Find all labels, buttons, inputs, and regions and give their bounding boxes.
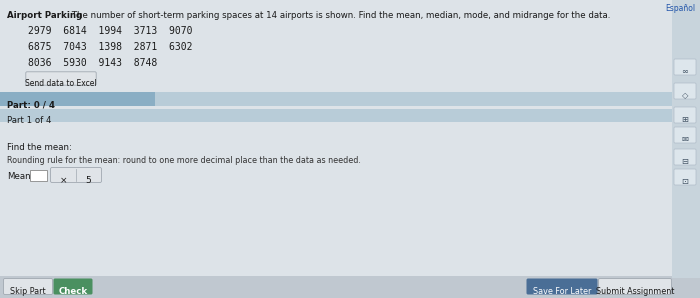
Text: ⊞: ⊞ [682, 115, 689, 124]
Text: Mean:: Mean: [7, 172, 34, 181]
FancyBboxPatch shape [26, 72, 96, 85]
Text: ⊡: ⊡ [682, 177, 689, 186]
Text: ∞: ∞ [682, 67, 689, 76]
Bar [0, 123, 672, 278]
Text: Send data to Excel: Send data to Excel [25, 79, 97, 88]
Text: 6875  7043  1398  2871  6302: 6875 7043 1398 2871 6302 [28, 42, 192, 52]
FancyBboxPatch shape [53, 279, 92, 294]
Text: ×: × [60, 176, 68, 185]
FancyBboxPatch shape [674, 107, 696, 123]
Bar [0, 276, 700, 298]
Text: Save For Later: Save For Later [533, 287, 592, 296]
FancyBboxPatch shape [29, 170, 46, 181]
Text: 8036  5930  9143  8748: 8036 5930 9143 8748 [28, 58, 158, 68]
Bar [0, 109, 672, 122]
Bar [0, 92, 672, 106]
FancyBboxPatch shape [50, 167, 102, 182]
Text: Airport Parking: Airport Parking [7, 11, 82, 20]
FancyBboxPatch shape [674, 83, 696, 99]
Text: Submit Assignment: Submit Assignment [596, 287, 674, 296]
FancyBboxPatch shape [526, 279, 598, 294]
Text: ✉: ✉ [682, 135, 689, 144]
FancyBboxPatch shape [674, 149, 696, 165]
Bar [672, 0, 700, 278]
Text: Part 1 of 4: Part 1 of 4 [7, 116, 52, 125]
Text: Part: 0 / 4: Part: 0 / 4 [7, 100, 55, 109]
Text: ◇: ◇ [682, 91, 688, 100]
Text: Skip Part: Skip Part [10, 287, 46, 296]
FancyBboxPatch shape [674, 169, 696, 185]
Text: Check: Check [58, 287, 88, 296]
Text: The number of short-term parking spaces at 14 airports is shown. Find the mean, : The number of short-term parking spaces … [69, 11, 610, 20]
FancyBboxPatch shape [598, 279, 671, 294]
Text: Español: Español [665, 4, 695, 13]
Text: 2979  6814  1994  3713  9070: 2979 6814 1994 3713 9070 [28, 26, 192, 36]
Text: 5: 5 [85, 176, 91, 185]
Text: ⊟: ⊟ [682, 157, 689, 166]
Text: Find the mean:: Find the mean: [7, 143, 72, 152]
FancyBboxPatch shape [4, 279, 52, 294]
Bar [0, 92, 155, 106]
Text: Rounding rule for the mean: round to one more decimal place than the data as nee: Rounding rule for the mean: round to one… [7, 156, 361, 165]
FancyBboxPatch shape [674, 127, 696, 143]
FancyBboxPatch shape [674, 59, 696, 75]
